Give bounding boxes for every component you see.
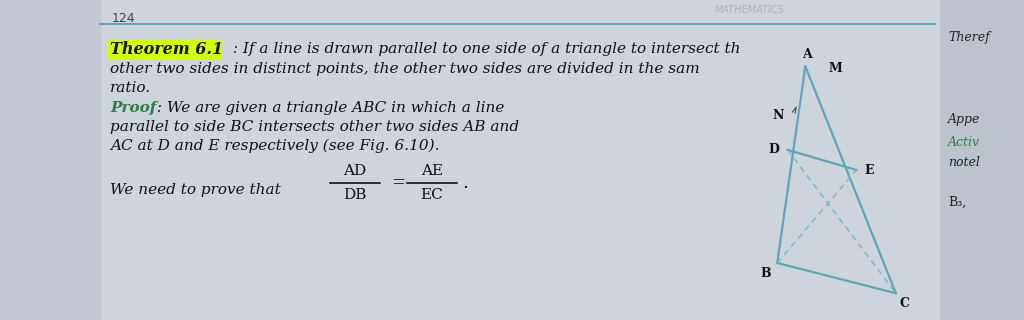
Text: ratio.: ratio. xyxy=(110,81,152,95)
Bar xyxy=(940,0,1024,320)
Text: B₃,: B₃, xyxy=(948,196,966,209)
Text: Proof: Proof xyxy=(110,101,157,115)
Text: D: D xyxy=(769,143,779,156)
Text: MATHEMATICS: MATHEMATICS xyxy=(715,5,785,15)
Text: N: N xyxy=(772,109,783,123)
Text: EC: EC xyxy=(421,188,443,202)
Bar xyxy=(0,0,100,320)
Text: 124: 124 xyxy=(112,12,135,25)
Text: other two sides in distinct points, the other two sides are divided in the sam: other two sides in distinct points, the … xyxy=(110,62,699,76)
Text: A: A xyxy=(803,48,812,61)
Text: Theref: Theref xyxy=(948,30,990,44)
Text: Appe: Appe xyxy=(948,114,980,126)
Text: AD: AD xyxy=(343,164,367,178)
Text: : If a line is drawn parallel to one side of a triangle to intersect th: : If a line is drawn parallel to one sid… xyxy=(228,42,740,56)
Text: DB: DB xyxy=(343,188,367,202)
Text: notel: notel xyxy=(948,156,980,169)
Text: C: C xyxy=(900,297,909,310)
Text: Theorem 6.1: Theorem 6.1 xyxy=(110,41,223,58)
Text: M: M xyxy=(828,62,843,75)
Text: We need to prove that: We need to prove that xyxy=(110,183,281,197)
Text: AE: AE xyxy=(421,164,443,178)
Text: .: . xyxy=(462,174,468,192)
Text: parallel to side BC intersects other two sides AB and: parallel to side BC intersects other two… xyxy=(110,120,519,134)
Text: E: E xyxy=(864,164,873,177)
Text: Activ: Activ xyxy=(948,135,980,148)
Text: =: = xyxy=(391,174,404,191)
Text: : We are given a triangle ABC in which a line: : We are given a triangle ABC in which a… xyxy=(152,101,505,115)
FancyBboxPatch shape xyxy=(106,39,221,59)
Text: B: B xyxy=(761,267,771,280)
Text: AC at D and E respectively (see Fig. 6.10).: AC at D and E respectively (see Fig. 6.1… xyxy=(110,139,439,153)
